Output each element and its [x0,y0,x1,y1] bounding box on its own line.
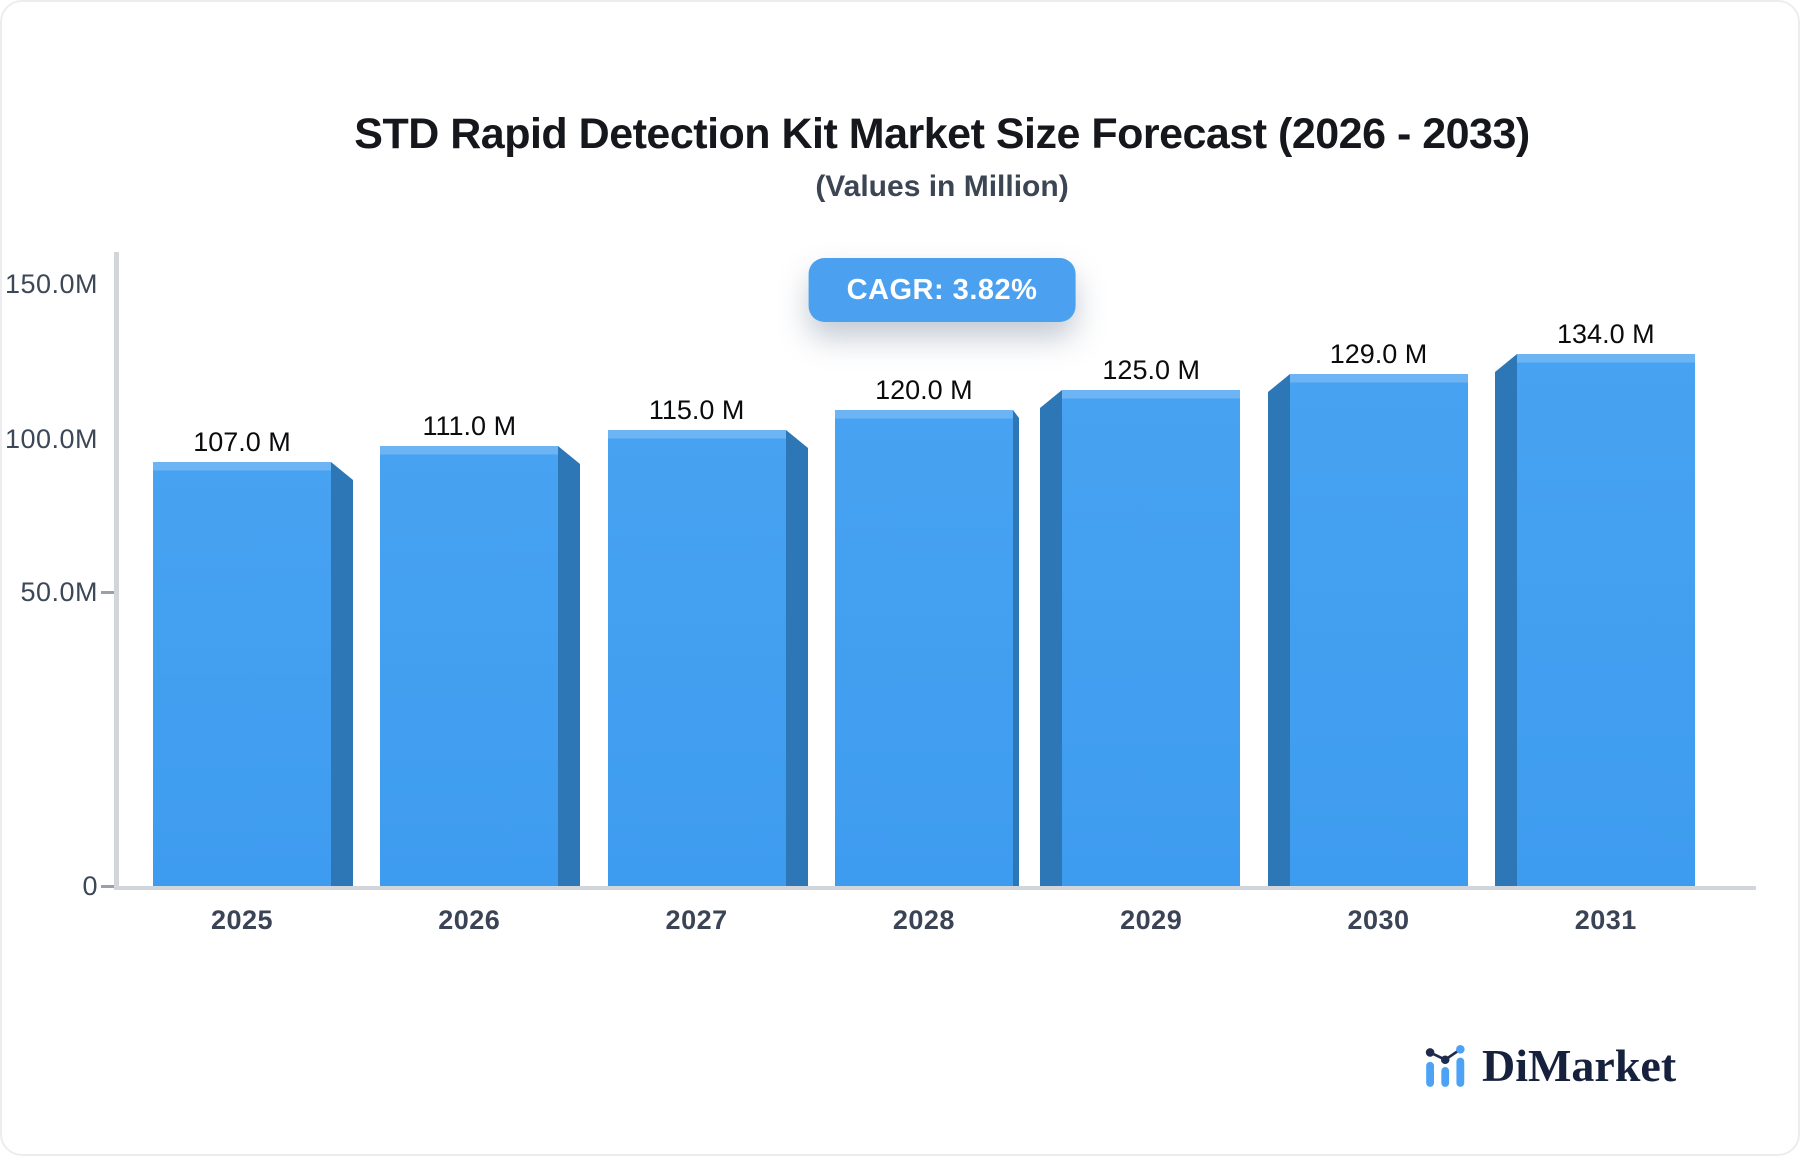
x-tick-label: 2031 [1574,905,1637,935]
bar-side-face [331,462,353,888]
y-tick-label: 50.0M [20,577,98,607]
x-tick-label: 2027 [665,905,728,935]
chart-subtitle: (Values in Million) [815,170,1069,203]
brand-name: DiMarket [1482,1040,1677,1091]
bar-value-label: 134.0 M [1557,319,1655,349]
chart-title: STD Rapid Detection Kit Market Size Fore… [354,110,1530,158]
y-tick-mark [101,591,114,594]
bar-side-face [1495,354,1517,888]
y-tick-mark [101,885,114,888]
bar-chart-logo-icon [1425,1045,1465,1087]
bar-side-face [786,430,808,888]
bar-2026 [380,446,558,888]
y-tick-label: 150.0M [4,269,98,299]
bar-side-face [1013,410,1019,888]
bar-2025 [153,462,331,888]
bar-2030 [1290,374,1468,888]
y-tick-label: 0 [82,871,98,901]
bar-value-label: 120.0 M [875,375,973,405]
x-tick-label: 2028 [892,905,955,935]
y-tick-label: 100.0M [4,424,98,454]
bar-2028 [835,410,1013,888]
x-tick-label: 2026 [438,905,501,935]
bar-value-label: 107.0 M [193,427,291,457]
y-axis-line [114,252,119,890]
x-axis-line [114,886,1756,890]
brand-logo: DiMarket [1423,1040,1676,1092]
x-tick-label: 2025 [210,905,274,935]
bar-side-face [558,446,580,888]
bar-side-face [1040,390,1062,888]
bar-2027 [608,430,786,888]
bar-2029 [1062,390,1240,888]
bar-side-face [1268,374,1290,888]
bar-value-label: 115.0 M [648,395,745,425]
x-tick-label: 2029 [1120,905,1183,935]
bar-2031 [1517,354,1695,888]
bar-value-label: 125.0 M [1102,355,1200,385]
cagr-badge: CAGR: 3.82% [808,258,1076,322]
bar-value-label: 129.0 M [1329,339,1428,369]
x-tick-label: 2030 [1347,905,1410,935]
bar-value-label: 111.0 M [422,411,517,441]
